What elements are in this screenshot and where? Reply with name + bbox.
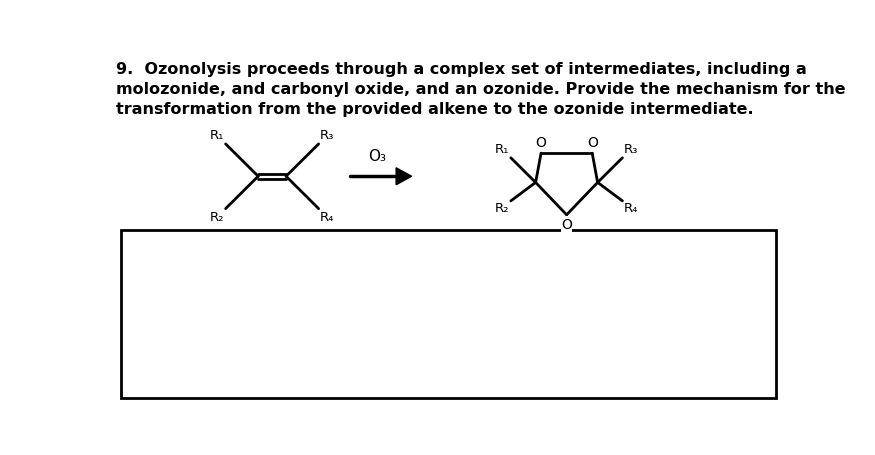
- Text: O: O: [587, 136, 598, 150]
- Text: R₂: R₂: [210, 211, 224, 224]
- Text: R₁: R₁: [210, 129, 224, 142]
- Text: 9.  Ozonolysis proceeds through a complex set of intermediates, including a
molo: 9. Ozonolysis proceeds through a complex…: [116, 62, 845, 117]
- Text: R₃: R₃: [624, 143, 639, 156]
- Text: O: O: [536, 136, 547, 150]
- Text: O₃: O₃: [368, 149, 386, 164]
- Text: R₄: R₄: [320, 211, 334, 224]
- Text: R₃: R₃: [320, 129, 334, 142]
- Text: R₁: R₁: [495, 143, 509, 156]
- Polygon shape: [396, 168, 411, 185]
- Text: O: O: [561, 218, 572, 232]
- Text: R₂: R₂: [494, 202, 509, 215]
- Text: R₄: R₄: [624, 202, 639, 215]
- Bar: [121, 230, 776, 398]
